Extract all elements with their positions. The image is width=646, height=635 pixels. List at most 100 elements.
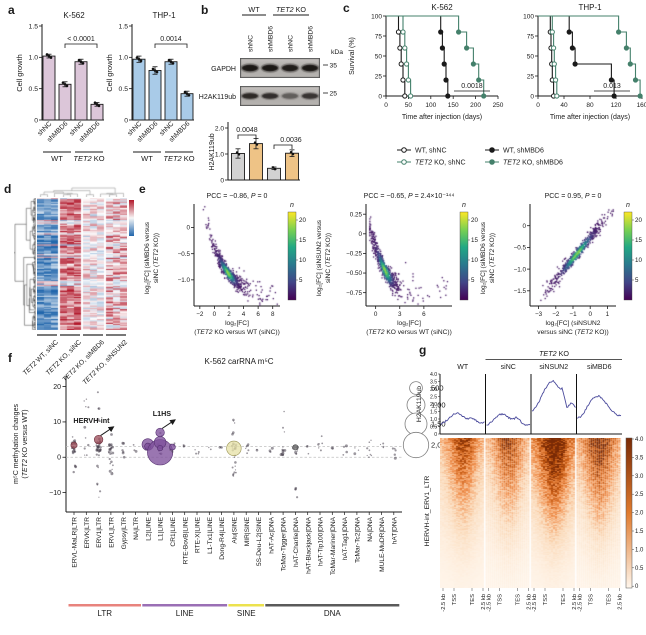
x-tick: 0 <box>588 311 592 318</box>
spray-dot <box>111 451 115 455</box>
column-group-underline <box>83 334 103 336</box>
spray-dot <box>97 466 99 469</box>
panel-e-label: e <box>139 182 146 196</box>
colorbar-tick: 4.0 <box>635 437 644 443</box>
spray-dot <box>331 447 334 450</box>
heatmap-x-tick: -2.5 kb <box>532 594 538 612</box>
replicate-dot <box>255 143 259 146</box>
y-axis-label: siNC (TET2 KO)) <box>325 233 332 283</box>
heatmap-x-tick: 2.5 kb <box>481 594 487 610</box>
class-label: LTR <box>97 609 112 618</box>
signal-colorbar <box>625 437 633 589</box>
spray-dot <box>246 452 249 455</box>
y-axis-label: (TET2 KO versus WT) <box>22 409 29 478</box>
profile-y-tick: 3.0 <box>430 387 437 393</box>
spray-dot <box>111 468 113 471</box>
colorbar-tick: 0 <box>635 584 639 590</box>
spray-dot <box>345 450 349 454</box>
y-axis-label: Survival (%) <box>349 37 356 75</box>
heatmap-x-tick: 2.5 kb <box>618 594 624 610</box>
spray-dot <box>112 464 114 467</box>
y-tick: 1.0 <box>215 151 224 158</box>
y-axis-label: siNC (TET2 KO)) <box>153 233 160 283</box>
x-tick: 0 <box>384 102 388 109</box>
km-marker <box>456 29 462 35</box>
replicate-dot <box>185 92 189 95</box>
spray-dot <box>87 406 90 409</box>
x-tick: 150 <box>448 102 459 109</box>
sample-label: siMBD6 <box>587 364 612 371</box>
spray-dot <box>99 448 102 451</box>
group-label: TET2 KO <box>163 154 194 163</box>
y-tick: 0.5 <box>29 86 39 93</box>
spray-dot <box>197 452 200 455</box>
km-curve-wt_shmbd6 <box>386 15 449 96</box>
x-tick-label: TcMar-Mariner|DNA <box>330 516 337 575</box>
x-tick-label: hAT-Charlie|DNA <box>293 516 300 567</box>
bubble <box>226 440 242 456</box>
sample-label: siNC <box>501 364 516 371</box>
spray-dot <box>233 456 236 458</box>
spray-dot <box>368 449 371 452</box>
x-tick: 2 <box>227 311 231 318</box>
kda-title: kDa <box>331 49 343 56</box>
blot-name: GAPDH <box>211 66 236 73</box>
colorbar-tick: 5 <box>299 277 303 284</box>
km-marker <box>443 77 449 83</box>
spray-dot <box>234 465 236 467</box>
x-tick-label: 5S-Deu-L2|SINE <box>256 516 263 566</box>
km-marker <box>397 45 403 51</box>
profile-line-siNSUN2 <box>531 379 576 412</box>
replicate-dot <box>289 151 293 154</box>
y-axis-label: m⁵C methylation changes <box>13 404 20 484</box>
heatmap-x-tick: 2.5 kb <box>572 594 578 610</box>
scatter-unit-2: PCC = 0.95, P = 0 log₂[FC] (siMBD6 versus… <box>476 188 646 354</box>
replicate-dot <box>81 62 85 65</box>
chart-title: THP-1 <box>152 11 176 20</box>
spray-dot <box>108 443 111 446</box>
column-group-underline <box>37 334 57 336</box>
bubble <box>70 441 78 449</box>
km-marker <box>438 29 444 35</box>
spray-dot <box>280 452 283 455</box>
km-marker <box>549 29 555 35</box>
bar <box>267 167 281 181</box>
class-bar <box>228 604 264 607</box>
x-tick-label: hAT|DNA <box>391 516 398 544</box>
spray-dot <box>382 445 385 448</box>
x-tick-label: hAT-Tip100|DNA <box>318 516 325 566</box>
km-marker <box>439 45 446 51</box>
spray-dot <box>296 450 298 452</box>
spray-dot <box>133 449 136 452</box>
replicate-dot <box>47 54 51 58</box>
spray-dot <box>232 475 235 477</box>
spray-dot <box>208 446 210 449</box>
profile-y-tick: 1.5 <box>430 409 437 415</box>
spray-dot <box>173 442 176 445</box>
bar <box>42 55 56 121</box>
colorbar-tick: 1.5 <box>635 529 644 535</box>
x-tick-label: ERVL|LTR <box>109 517 116 548</box>
spray-dot <box>317 443 320 446</box>
spray-dot <box>282 446 284 448</box>
profile-y-tick: 2.0 <box>430 402 437 408</box>
y-tick: −10 <box>49 490 61 497</box>
heatmap-x-tick: TES <box>607 594 613 605</box>
h2ak119ub-signal-heatmap <box>440 438 622 588</box>
x-tick: 0 <box>536 102 540 109</box>
spray-dot <box>282 426 284 429</box>
colorbar-title: n <box>462 202 466 209</box>
group-label: WT <box>51 154 63 163</box>
class-label: DNA <box>324 609 342 618</box>
km-marker <box>566 29 572 35</box>
replicate-dot <box>151 67 155 71</box>
spray-dot <box>368 456 370 458</box>
replicate-dot <box>291 153 295 156</box>
replicate-dot <box>79 60 83 64</box>
km-curve-wt_shnc <box>538 15 555 96</box>
y-tick: 0.25 <box>350 211 363 218</box>
spray-dot <box>110 444 113 447</box>
spray-dot <box>366 447 369 450</box>
colorbar-tick: 20 <box>299 217 306 224</box>
